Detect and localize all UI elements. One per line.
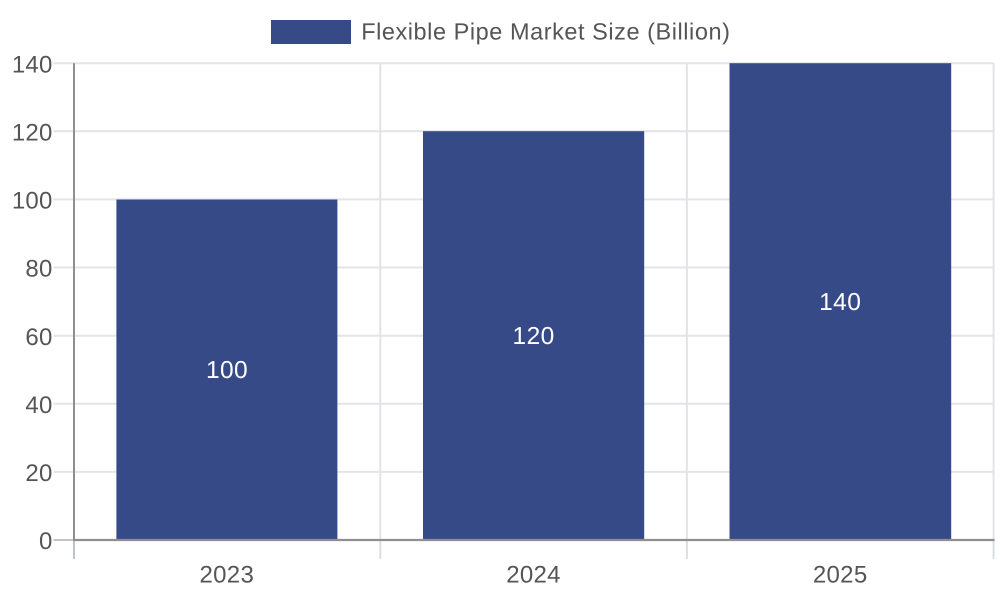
svg-text:140: 140 — [819, 289, 861, 316]
svg-text:60: 60 — [25, 324, 52, 351]
svg-text:0: 0 — [39, 528, 53, 555]
svg-text:40: 40 — [25, 392, 52, 419]
svg-text:80: 80 — [25, 256, 52, 283]
svg-text:2025: 2025 — [813, 562, 868, 589]
svg-text:2023: 2023 — [200, 562, 255, 589]
svg-text:100: 100 — [12, 188, 53, 215]
svg-text:120: 120 — [513, 323, 555, 350]
svg-text:120: 120 — [12, 120, 53, 147]
svg-text:140: 140 — [12, 51, 53, 78]
svg-text:2024: 2024 — [506, 562, 561, 589]
svg-text:20: 20 — [25, 460, 52, 487]
svg-text:100: 100 — [206, 357, 248, 384]
svg-text:Flexible Pipe Market Size (Bil: Flexible Pipe Market Size (Billion) — [361, 19, 730, 45]
